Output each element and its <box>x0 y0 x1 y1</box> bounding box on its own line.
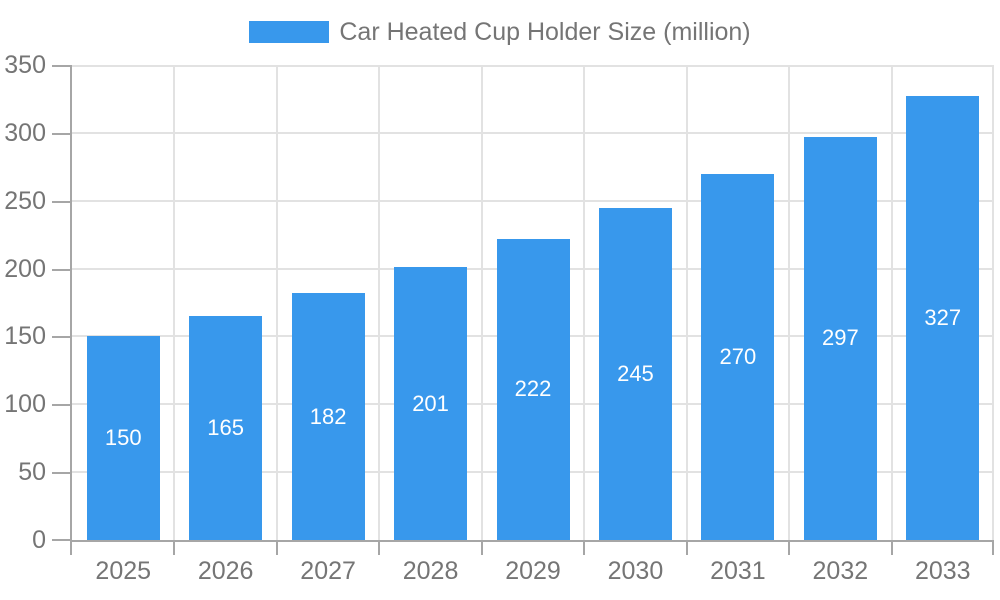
v-gridline <box>378 65 380 540</box>
v-gridline <box>891 65 893 540</box>
x-tick <box>891 540 893 555</box>
x-tick-label: 2033 <box>914 557 971 585</box>
x-tick-label: 2026 <box>197 557 254 585</box>
bar-value-label: 327 <box>924 305 962 331</box>
y-tick-label: 50 <box>18 458 46 486</box>
x-tick-label: 2031 <box>710 557 766 585</box>
x-tick <box>378 540 380 555</box>
y-tick <box>52 404 72 406</box>
bar-value-label: 201 <box>412 390 449 416</box>
bar-value-label: 150 <box>104 425 142 451</box>
bar <box>189 316 263 540</box>
v-gridline <box>173 65 175 540</box>
y-tick-label: 200 <box>4 255 46 283</box>
bar <box>291 293 365 540</box>
bar-value-label: 270 <box>719 343 757 369</box>
x-tick-label: 2030 <box>607 557 664 585</box>
bar-value-label: 245 <box>617 360 654 386</box>
legend: Car Heated Cup Holder Size (million) <box>0 17 1000 47</box>
v-gridline <box>481 65 483 540</box>
x-tick-label: 2032 <box>812 557 869 585</box>
x-tick <box>992 540 994 555</box>
x-tick <box>276 540 278 555</box>
h-gridline <box>72 200 994 202</box>
legend-swatch <box>249 21 330 43</box>
v-gridline <box>788 65 790 540</box>
y-tick <box>52 539 72 541</box>
y-tick-label: 100 <box>4 390 46 418</box>
v-gridline <box>276 65 278 540</box>
plot-area: 0 50 100 150 200 250 300 350 150 2025 165 2026 182 20… <box>4 51 994 585</box>
v-gridline <box>583 65 585 540</box>
y-tick-label: 150 <box>4 322 46 350</box>
x-tick-label: 2028 <box>402 557 459 585</box>
x-tick <box>481 540 483 555</box>
x-tick <box>686 540 688 555</box>
x-tick <box>788 540 790 555</box>
bar <box>86 336 160 540</box>
x-tick <box>173 540 175 555</box>
y-tick-label: 350 <box>4 51 46 79</box>
v-gridline <box>686 65 688 540</box>
y-tick <box>52 201 72 203</box>
bar <box>701 173 775 540</box>
y-tick <box>52 133 72 135</box>
bar-value-label: 182 <box>309 403 347 429</box>
x-tick-label: 2029 <box>505 557 561 585</box>
bar <box>906 96 980 540</box>
x-tick-label: 2027 <box>300 557 356 585</box>
h-gridline <box>72 65 994 67</box>
y-tick <box>52 65 72 67</box>
bar-value-label: 297 <box>821 325 859 351</box>
bar <box>394 267 468 540</box>
bar-value-label: 165 <box>207 415 245 441</box>
y-tick <box>52 336 72 338</box>
h-gridline <box>72 132 994 134</box>
x-axis-line <box>70 540 994 542</box>
y-tick-label: 0 <box>32 526 46 554</box>
y-tick <box>52 269 72 271</box>
legend-label: Car Heated Cup Holder Size (million) <box>339 17 751 46</box>
v-gridline <box>992 65 994 540</box>
y-tick <box>52 472 72 474</box>
x-tick-label: 2025 <box>95 557 152 585</box>
bar <box>598 207 672 540</box>
y-tick-label: 250 <box>4 187 46 215</box>
y-axis-line <box>70 65 72 555</box>
x-tick <box>583 540 585 555</box>
bar-value-label: 222 <box>514 376 552 402</box>
bar <box>496 238 570 540</box>
bar <box>803 136 877 540</box>
y-tick-label: 300 <box>4 119 46 147</box>
